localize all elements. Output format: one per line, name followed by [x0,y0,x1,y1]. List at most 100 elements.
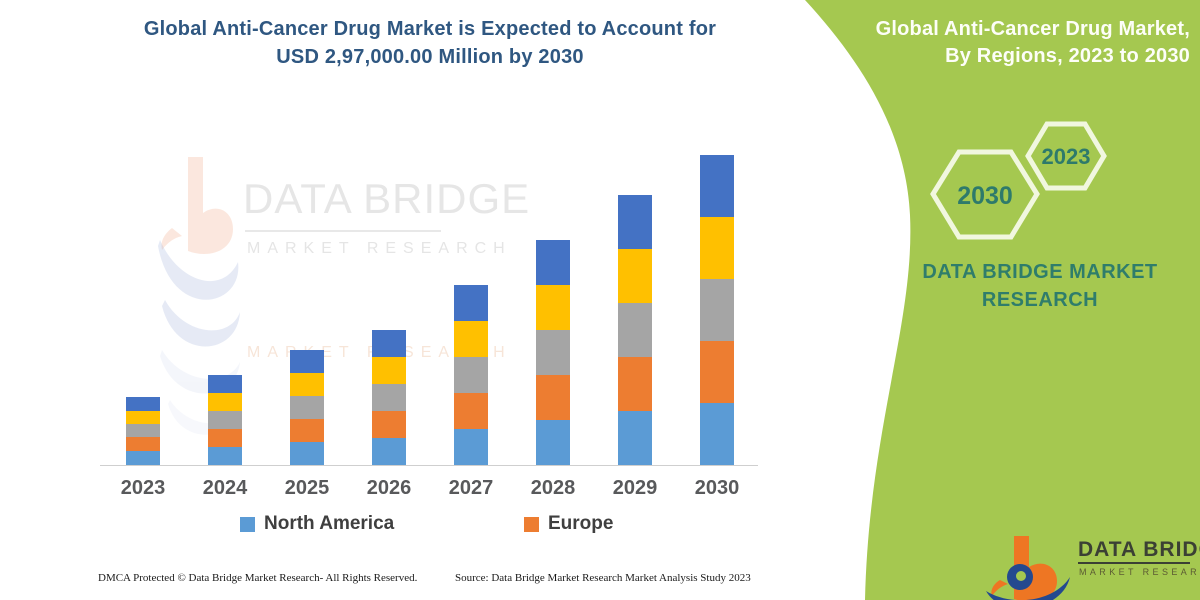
bar-segment-2030-unlabeled-region-yellow [700,217,734,279]
logo-b-tail-icon [991,580,1008,596]
bar-segment-2025-unlabeled-region-blue [290,350,324,373]
logo-sub-text: MARKET RESEARCH [1079,567,1200,577]
bar-segment-2024-europe [208,429,242,447]
watermark-underline [245,230,441,232]
bar-segment-2028-unlabeled-region-yellow [536,285,570,330]
hexagon-2023 [1025,121,1107,191]
bar-segment-2026-europe [372,411,406,438]
bar-segment-2027-europe [454,393,488,429]
bar-column-2026 [348,154,430,465]
bar-segment-2027-north-america [454,429,488,465]
legend-swatch-icon [240,516,255,532]
bar-segment-2029-unlabeled-region-yellow [618,249,652,303]
stacked-bar-2023 [126,397,160,465]
chart-title: Global Anti-Cancer Drug Market is Expect… [100,15,760,71]
bar-segment-2030-north-america [700,403,734,465]
watermark-b-tail [161,228,182,250]
bar-segment-2026-unlabeled-region-blue [372,330,406,357]
bar-segment-2028-europe [536,375,570,420]
bar-segment-2028-north-america [536,420,570,465]
legend-label: Europe [548,513,614,534]
bar-segment-2027-unlabeled-region-blue [454,285,488,321]
x-axis-label-2030: 2030 [694,477,740,499]
bar-segment-2025-north-america [290,442,324,465]
hexagon-2030-label: 2030 [957,182,1013,210]
watermark-leaf-icon [158,240,239,300]
legend-entry-europe: Europe [524,513,613,535]
bar-segment-2028-unlabeled-region-gray [536,330,570,375]
bar-column-2028 [512,154,594,465]
stacked-bar-2025 [290,350,324,465]
stacked-bar-2024 [208,375,242,465]
watermark-b-icon [188,157,233,255]
x-axis-label-2023: 2023 [120,477,166,499]
side-panel-title: Global Anti-Cancer Drug Market, By Regio… [875,18,1190,67]
watermark-leaf2-icon [162,300,240,347]
bar-segment-2029-unlabeled-region-blue [618,195,652,249]
stacked-bar-2030 [700,155,734,465]
x-axis-label-2024: 2024 [202,477,248,499]
chart-title-line2: USD 2,97,000.00 Million by 2030 [276,46,584,68]
chart-legend: North America Europe [0,513,760,539]
bar-column-2027 [430,154,512,465]
x-axis-labels: 2023 2024 2025 2026 2027 2028 2029 2030 [102,477,758,500]
bar-segment-2030-unlabeled-region-blue [700,155,734,217]
stacked-bar-2026 [372,330,406,465]
bar-column-2030 [676,154,758,465]
stacked-bar-2027 [454,285,488,465]
logo-swoosh-icon [986,577,1070,600]
hexagon-2023-label: 2023 [1041,144,1091,169]
bar-segment-2024-north-america [208,447,242,465]
x-axis-line [100,465,758,466]
bar-segment-2027-unlabeled-region-gray [454,357,488,393]
x-axis-label-2028: 2028 [530,477,576,499]
bar-segment-2023-unlabeled-region-blue [126,397,160,411]
legend-entry-north-america: North America [240,513,394,535]
bar-segment-2026-north-america [372,438,406,465]
bar-segment-2025-unlabeled-region-gray [290,396,324,419]
bar-segment-2030-unlabeled-region-gray [700,279,734,341]
bar-segment-2030-europe [700,341,734,403]
bar-segment-2029-unlabeled-region-gray [618,303,652,357]
stacked-bar-2028 [536,240,570,465]
x-axis-label-2027: 2027 [448,477,494,499]
watermark-sub-text: MARKET RESEARCH [247,240,512,257]
bar-segment-2029-europe [618,357,652,411]
bar-column-2023 [102,154,184,465]
chart-title-line1: Global Anti-Cancer Drug Market is Expect… [143,18,717,40]
bar-segment-2029-north-america [618,411,652,465]
bar-segment-2023-north-america [126,451,160,465]
logo-underline [1078,562,1190,564]
x-axis-label-2026: 2026 [366,477,412,499]
bar-column-2029 [594,154,676,465]
bar-segment-2026-unlabeled-region-yellow [372,357,406,384]
bar-segment-2025-unlabeled-region-yellow [290,373,324,396]
legend-swatch-icon [524,516,539,532]
hexagon-2030 [930,149,1040,240]
bar-segment-2024-unlabeled-region-gray [208,411,242,429]
logo-d-hole [1016,571,1026,581]
bar-segment-2024-unlabeled-region-blue [208,375,242,393]
x-axis-label-2025: 2025 [284,477,330,499]
footer-copyright: DMCA Protected © Data Bridge Market Rese… [98,572,418,584]
bar-column-2025 [266,154,348,465]
x-axis-label-2029: 2029 [612,477,658,499]
side-panel-brand-text: DATA BRIDGE MARKET RESEARCH [922,261,1158,311]
bar-segment-2026-unlabeled-region-gray [372,384,406,411]
logo-brand-text: DATA BRIDGE [1078,538,1200,561]
bar-segment-2025-europe [290,419,324,442]
bar-segment-2024-unlabeled-region-yellow [208,393,242,411]
stacked-bar-2029 [618,195,652,465]
bar-segment-2023-unlabeled-region-gray [126,424,160,437]
bar-segment-2023-europe [126,437,160,451]
legend-label: North America [264,513,395,534]
bar-segment-2028-unlabeled-region-blue [536,240,570,285]
bar-column-2024 [184,154,266,465]
stacked-bar-plot [102,154,758,465]
bar-segment-2023-unlabeled-region-yellow [126,411,160,424]
bar-segment-2027-unlabeled-region-yellow [454,321,488,357]
footer-source: Source: Data Bridge Market Research Mark… [455,572,751,584]
